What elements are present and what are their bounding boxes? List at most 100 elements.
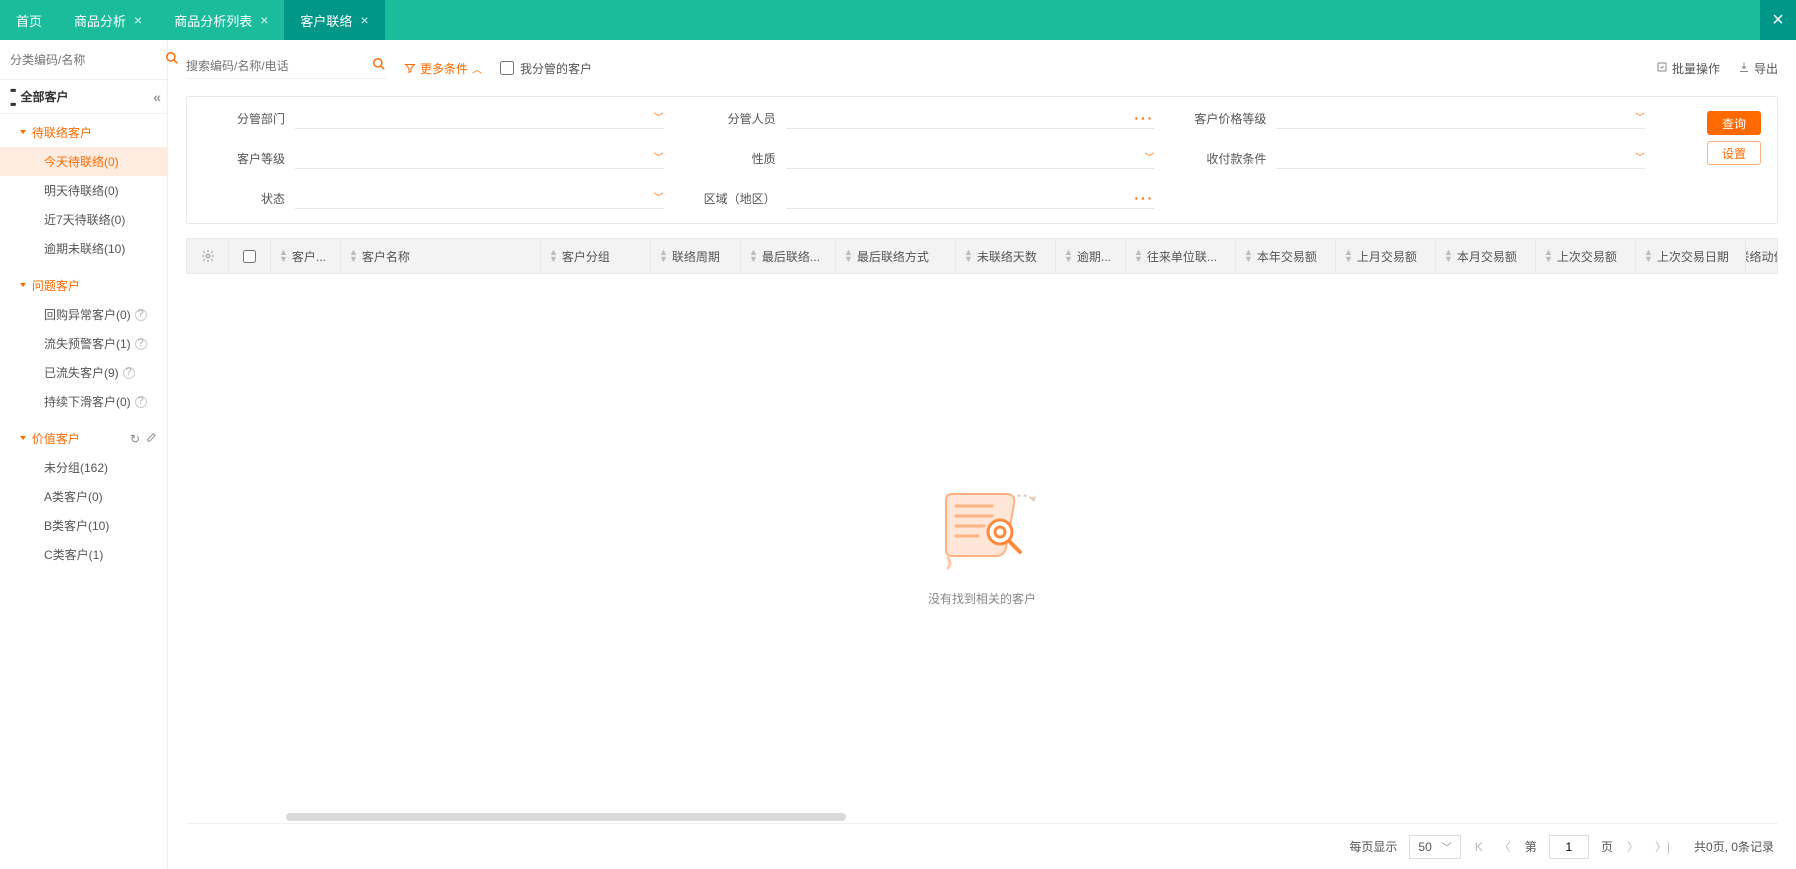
pager-next[interactable]: 〉 bbox=[1625, 838, 1641, 855]
sort-icon[interactable]: ▲▼ bbox=[844, 249, 853, 263]
help-icon[interactable]: ? bbox=[135, 309, 147, 321]
toolbar: 更多条件 ︿ 我分管的客户 批量操作 导出 bbox=[186, 50, 1778, 86]
close-icon[interactable]: × bbox=[134, 12, 142, 28]
column-header[interactable]: ▲▼逾期... bbox=[1056, 239, 1126, 273]
sort-icon[interactable]: ▲▼ bbox=[1344, 249, 1353, 263]
sort-icon[interactable]: ▲▼ bbox=[549, 249, 558, 263]
edit-icon[interactable] bbox=[146, 432, 157, 446]
sidebar-search-input[interactable] bbox=[10, 53, 165, 67]
sidebar-item[interactable]: 流失预警客户(1)? bbox=[0, 329, 167, 358]
column-header[interactable]: ▲▼上月交易额 bbox=[1336, 239, 1436, 273]
sidebar-item[interactable]: C类客户(1) bbox=[0, 540, 167, 569]
column-header[interactable]: ▲▼上次交易额 bbox=[1536, 239, 1636, 273]
more-conditions-toggle[interactable]: 更多条件 ︿ bbox=[404, 60, 482, 77]
sort-icon[interactable]: ▲▼ bbox=[279, 249, 288, 263]
sidebar-item[interactable]: 未分组(162) bbox=[0, 453, 167, 482]
sidebar-all-label: 全部客户 bbox=[21, 88, 69, 105]
horizontal-scrollbar[interactable] bbox=[186, 813, 1778, 823]
column-header[interactable]: ▲▼客户... bbox=[271, 239, 341, 273]
column-header[interactable]: ▲▼客户名称 bbox=[341, 239, 541, 273]
sidebar-item[interactable]: 近7天待联络(0) bbox=[0, 205, 167, 234]
filter-客户价格等级[interactable]: 客户价格等级﹀ bbox=[1184, 107, 1645, 129]
export-link[interactable]: 导出 bbox=[1738, 60, 1778, 77]
sidebar-item[interactable]: B类客户(10) bbox=[0, 511, 167, 540]
sidebar-group-价值客户[interactable]: ▼价值客户↻ bbox=[0, 424, 167, 453]
sidebar-all-customers[interactable]: ▪▪▪▪ 全部客户 « bbox=[0, 80, 167, 114]
more-conditions-label: 更多条件 bbox=[420, 60, 468, 77]
filter-panel: 分管部门﹀ 分管人员··· 客户价格等级﹀ 查询设置 客户等级﹀ 性质﹀ 收付款条件﹀ 状态﹀… bbox=[186, 96, 1778, 224]
sidebar-collapse-icon[interactable]: « bbox=[153, 89, 161, 105]
column-header[interactable]: ▲▼本月交易额 bbox=[1436, 239, 1536, 273]
filter-区域（地区）[interactable]: 区域（地区）··· bbox=[694, 187, 1155, 209]
pager-first[interactable]: K bbox=[1473, 840, 1485, 854]
sort-icon[interactable]: ▲▼ bbox=[659, 249, 668, 263]
pager-last[interactable]: 〉| bbox=[1653, 838, 1672, 855]
sort-icon[interactable]: ▲▼ bbox=[1444, 249, 1453, 263]
table-area: ▲▼客户...▲▼客户名称▲▼客户分组▲▼联络周期▲▼最后联络...▲▼最后联络… bbox=[186, 238, 1778, 869]
sort-icon[interactable]: ▲▼ bbox=[964, 249, 973, 263]
sidebar-item[interactable]: 今天待联络(0) bbox=[0, 147, 167, 176]
column-header[interactable]: ▲▼往来单位联... bbox=[1126, 239, 1236, 273]
sidebar-item[interactable]: 持续下滑客户(0)? bbox=[0, 387, 167, 416]
sidebar-item[interactable]: 逾期未联络(10) bbox=[0, 234, 167, 263]
edit-icon bbox=[1656, 61, 1668, 76]
per-page-select[interactable]: 50 ﹀ bbox=[1409, 835, 1460, 859]
close-icon[interactable]: × bbox=[260, 12, 268, 28]
sort-icon[interactable]: ▲▼ bbox=[1244, 249, 1253, 263]
filter-分管部门[interactable]: 分管部门﹀ bbox=[203, 107, 664, 129]
tab-客户联络[interactable]: 客户联络× bbox=[284, 0, 384, 40]
close-icon[interactable]: × bbox=[360, 12, 368, 28]
chevron-down-icon: ﹀ bbox=[1635, 109, 1645, 124]
refresh-icon[interactable]: ↻ bbox=[130, 432, 140, 446]
column-header[interactable]: ▲▼客户分组 bbox=[541, 239, 651, 273]
tab-商品分析列表[interactable]: 商品分析列表× bbox=[158, 0, 284, 40]
sort-icon[interactable]: ▲▼ bbox=[349, 249, 358, 263]
search-icon[interactable] bbox=[372, 57, 386, 74]
search-icon[interactable] bbox=[165, 51, 179, 68]
more-icon: ··· bbox=[1134, 190, 1154, 206]
settings-button[interactable]: 设置 bbox=[1707, 141, 1761, 165]
sort-icon[interactable]: ▲▼ bbox=[1134, 249, 1143, 263]
filter-状态[interactable]: 状态﹀ bbox=[203, 187, 664, 209]
column-header[interactable]: ▲▼最后联络... bbox=[741, 239, 836, 273]
column-header[interactable]: ▲▼未联络天数 bbox=[956, 239, 1056, 273]
help-icon[interactable]: ? bbox=[135, 338, 147, 350]
sidebar-group-待联络客户[interactable]: ▼待联络客户 bbox=[0, 118, 167, 147]
help-icon[interactable]: ? bbox=[135, 396, 147, 408]
filter-分管人员[interactable]: 分管人员··· bbox=[694, 107, 1155, 129]
help-icon[interactable]: ? bbox=[123, 367, 135, 379]
chevron-down-icon: ﹀ bbox=[1144, 149, 1154, 164]
sort-icon[interactable]: ▲▼ bbox=[1544, 249, 1553, 263]
tab-商品分析[interactable]: 商品分析× bbox=[58, 0, 158, 40]
query-button[interactable]: 查询 bbox=[1707, 111, 1761, 135]
mine-checkbox[interactable] bbox=[500, 61, 514, 75]
mine-checkbox-label: 我分管的客户 bbox=[520, 60, 592, 77]
sidebar-group-问题客户[interactable]: ▼问题客户 bbox=[0, 271, 167, 300]
sort-icon[interactable]: ▲▼ bbox=[1064, 249, 1073, 263]
page-input[interactable] bbox=[1549, 835, 1589, 859]
filter-收付款条件[interactable]: 收付款条件﹀ bbox=[1184, 147, 1645, 169]
more-icon: ··· bbox=[1134, 110, 1154, 126]
sidebar-item[interactable]: 已流失客户(9)? bbox=[0, 358, 167, 387]
select-all-checkbox[interactable] bbox=[243, 250, 256, 263]
pager-prev[interactable]: 〈 bbox=[1497, 838, 1513, 855]
tabbar-close-all[interactable]: × bbox=[1760, 0, 1796, 40]
sort-icon[interactable]: ▲▼ bbox=[749, 249, 758, 263]
select-all-cell[interactable] bbox=[229, 239, 271, 273]
column-header[interactable]: ▲▼本年交易额 bbox=[1236, 239, 1336, 273]
filter-性质[interactable]: 性质﹀ bbox=[694, 147, 1155, 169]
tab-首页[interactable]: 首页 bbox=[0, 0, 58, 40]
batch-action-link[interactable]: 批量操作 bbox=[1656, 60, 1720, 77]
sidebar-item[interactable]: 明天待联络(0) bbox=[0, 176, 167, 205]
sidebar-item[interactable]: 回购异常客户(0)? bbox=[0, 300, 167, 329]
column-header[interactable]: ▲▼最后联络方式 bbox=[836, 239, 956, 273]
sidebar-item[interactable]: A类客户(0) bbox=[0, 482, 167, 511]
filter-客户等级[interactable]: 客户等级﹀ bbox=[203, 147, 664, 169]
table-settings-gear[interactable] bbox=[187, 239, 229, 273]
sort-icon[interactable]: ▲▼ bbox=[1644, 249, 1653, 263]
column-header[interactable]: ▲▼联络周期 bbox=[651, 239, 741, 273]
mine-checkbox-wrap[interactable]: 我分管的客户 bbox=[500, 60, 592, 77]
column-header[interactable]: ▲▼上次交易日期 bbox=[1636, 239, 1746, 273]
main-search-input[interactable] bbox=[186, 59, 372, 73]
scrollbar-thumb[interactable] bbox=[286, 813, 846, 821]
